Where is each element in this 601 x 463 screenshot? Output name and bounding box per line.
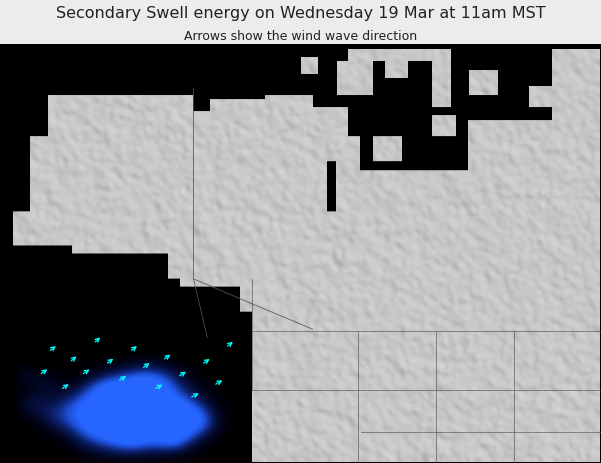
Text: Arrows show the wind wave direction: Arrows show the wind wave direction	[184, 30, 417, 43]
Text: Secondary Swell energy on Wednesday 19 Mar at 11am MST: Secondary Swell energy on Wednesday 19 M…	[56, 6, 545, 21]
